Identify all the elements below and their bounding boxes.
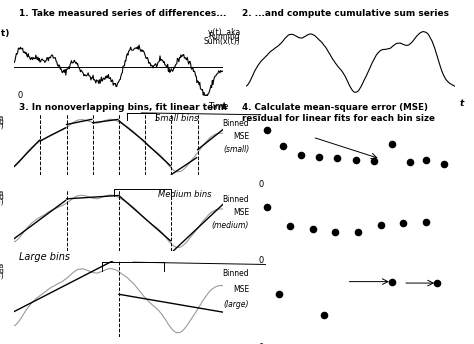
- Point: [354, 229, 362, 234]
- Text: Medium bins: Medium bins: [158, 190, 212, 199]
- Point: [279, 143, 287, 149]
- Text: y(t), aka: y(t), aka: [208, 28, 240, 36]
- Text: MSE: MSE: [233, 208, 249, 217]
- Text: MSE: MSE: [233, 132, 249, 141]
- Point: [388, 141, 396, 147]
- Text: 0: 0: [258, 343, 264, 344]
- Point: [331, 229, 339, 234]
- Text: y(t), aka: y(t), aka: [0, 114, 4, 121]
- Point: [298, 152, 305, 158]
- Point: [422, 157, 429, 162]
- Point: [422, 219, 429, 225]
- Text: x(t): x(t): [0, 30, 10, 39]
- Text: Binned: Binned: [222, 119, 249, 128]
- Text: Small bins: Small bins: [155, 114, 199, 122]
- Point: [316, 154, 323, 159]
- Text: 0: 0: [258, 180, 264, 189]
- Point: [433, 280, 441, 286]
- Text: t: t: [222, 102, 226, 111]
- Text: Sum(x(t)): Sum(x(t)): [0, 273, 4, 279]
- Point: [370, 158, 377, 163]
- Text: 3. In nonoverlapping bins, fit linear term: 3. In nonoverlapping bins, fit linear te…: [19, 103, 227, 112]
- Point: [377, 222, 384, 227]
- Text: Large bins: Large bins: [19, 252, 70, 262]
- Text: Running: Running: [209, 32, 240, 41]
- Text: Running: Running: [0, 268, 4, 273]
- Text: Running: Running: [0, 119, 4, 125]
- Point: [334, 155, 341, 161]
- Text: (small): (small): [223, 146, 249, 154]
- Text: MSE: MSE: [233, 284, 249, 293]
- Point: [264, 204, 271, 209]
- Text: (medium): (medium): [212, 221, 249, 230]
- Text: Running: Running: [0, 194, 4, 200]
- Text: Sum(x(t)): Sum(x(t)): [0, 198, 4, 205]
- Text: Time: Time: [208, 102, 231, 111]
- Text: y(t), aka: y(t), aka: [0, 190, 4, 196]
- Text: (large): (large): [224, 300, 249, 309]
- Point: [388, 279, 396, 284]
- Point: [264, 127, 271, 133]
- Point: [320, 313, 328, 318]
- Text: Binned: Binned: [222, 269, 249, 278]
- Point: [406, 159, 414, 165]
- Text: Sum(x(t)): Sum(x(t)): [204, 37, 240, 46]
- Point: [309, 227, 316, 232]
- Point: [275, 291, 283, 297]
- Text: y(t), aka: y(t), aka: [0, 262, 4, 269]
- Text: 0: 0: [18, 92, 23, 100]
- Text: 0: 0: [258, 256, 264, 265]
- Text: t: t: [459, 99, 464, 108]
- Point: [286, 223, 294, 228]
- Text: 2. ...and compute cumulative sum series: 2. ...and compute cumulative sum series: [242, 9, 449, 18]
- Text: 4. Calculate mean-square error (MSE)
residual for linear fits for each bin size: 4. Calculate mean-square error (MSE) res…: [242, 103, 435, 122]
- Point: [352, 157, 359, 162]
- Point: [400, 221, 407, 226]
- Text: 1. Take measured series of differences...: 1. Take measured series of differences..…: [19, 9, 227, 18]
- Point: [440, 161, 448, 166]
- Text: Binned: Binned: [222, 195, 249, 204]
- Text: Sum(x(t)): Sum(x(t)): [0, 123, 4, 129]
